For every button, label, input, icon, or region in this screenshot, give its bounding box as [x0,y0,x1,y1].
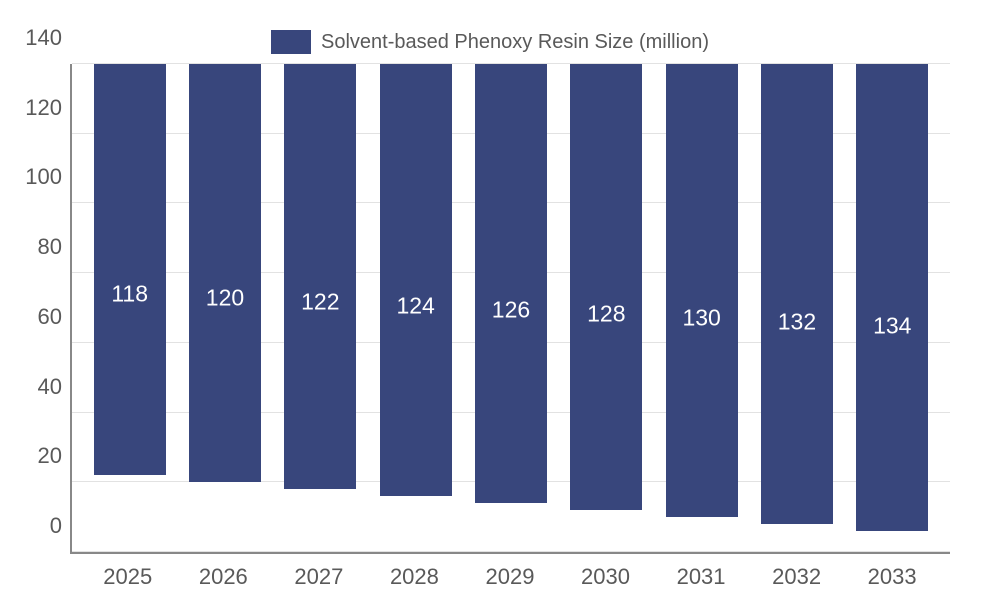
legend-color-swatch [271,30,311,54]
bar-value-2026: 120 [206,285,244,312]
ytick-label-120: 120 [12,95,62,121]
bar-group-2033: 134 [847,64,937,552]
bar-value-2029: 126 [492,296,530,323]
bar-value-2033: 134 [873,312,911,339]
xtick-label-2032: 2032 [751,554,841,590]
plot-area: 0 20 40 60 80 100 120 140 118 120 [70,64,950,554]
bar-group-2032: 132 [752,64,842,552]
bar-group-2028: 124 [371,64,461,552]
ytick-label-20: 20 [12,443,62,469]
bar-group-2030: 128 [561,64,651,552]
xtick-label-2027: 2027 [274,554,364,590]
legend-label: Solvent-based Phenoxy Resin Size (millio… [321,31,709,54]
bar-2025[interactable]: 118 [94,64,166,475]
bar-value-2030: 128 [587,300,625,327]
bar-group-2025: 118 [85,64,175,552]
bar-2031[interactable]: 130 [666,64,738,517]
xtick-label-2025: 2025 [83,554,173,590]
xtick-label-2031: 2031 [656,554,746,590]
ytick-label-140: 140 [12,25,62,51]
bar-2032[interactable]: 132 [761,64,833,524]
bar-2029[interactable]: 126 [475,64,547,503]
chart-container: Solvent-based Phenoxy Resin Size (millio… [0,0,1000,600]
bar-2030[interactable]: 128 [570,64,642,510]
ytick-label-0: 0 [12,513,62,539]
bar-2033[interactable]: 134 [856,64,928,531]
ytick-label-40: 40 [12,374,62,400]
xtick-label-2026: 2026 [178,554,268,590]
bar-value-2032: 132 [778,308,816,335]
bar-value-2025: 118 [111,281,148,308]
bar-value-2028: 124 [396,293,434,320]
xaxis-labels: 2025 2026 2027 2028 2029 2030 2031 2032 … [70,554,950,590]
bar-group-2026: 120 [180,64,270,552]
xtick-label-2030: 2030 [560,554,650,590]
bar-value-2031: 130 [682,304,720,331]
bar-value-2027: 122 [301,289,339,316]
bar-2028[interactable]: 124 [380,64,452,496]
bar-2027[interactable]: 122 [284,64,356,489]
ytick-label-100: 100 [12,164,62,190]
ytick-label-80: 80 [12,234,62,260]
bar-2026[interactable]: 120 [189,64,261,482]
bar-group-2029: 126 [466,64,556,552]
bar-group-2027: 122 [275,64,365,552]
xtick-label-2029: 2029 [465,554,555,590]
bar-group-2031: 130 [657,64,747,552]
legend: Solvent-based Phenoxy Resin Size (millio… [10,30,970,54]
xtick-label-2028: 2028 [369,554,459,590]
ytick-label-60: 60 [12,304,62,330]
xtick-label-2033: 2033 [847,554,937,590]
bars-row: 118 120 122 124 126 [72,64,950,552]
